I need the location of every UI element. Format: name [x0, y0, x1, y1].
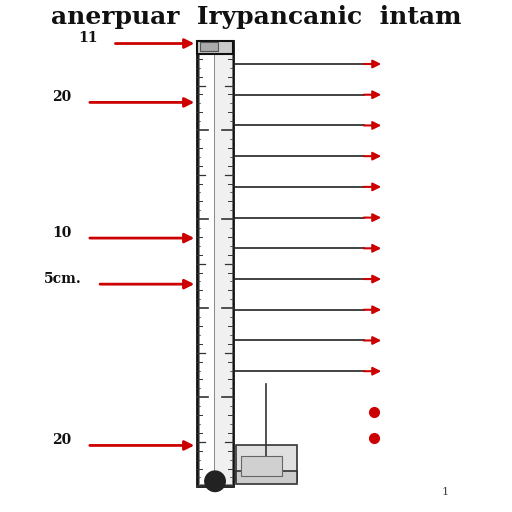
Bar [200, 42, 218, 51]
Bar [241, 456, 282, 476]
Text: 1: 1 [442, 486, 449, 497]
Text: anerpuar  Irypancanic  intam: anerpuar Irypancanic intam [51, 5, 461, 29]
Bar [199, 44, 215, 484]
Circle shape [205, 471, 225, 492]
Bar [236, 445, 297, 481]
Text: 5cm.: 5cm. [44, 272, 82, 286]
Text: 20: 20 [52, 90, 72, 104]
Text: 20: 20 [52, 433, 72, 447]
Text: 10: 10 [52, 226, 72, 240]
Bar [215, 44, 231, 484]
Bar [236, 471, 297, 484]
Bar [197, 41, 233, 54]
Text: 11: 11 [78, 31, 97, 46]
Bar [197, 41, 233, 486]
